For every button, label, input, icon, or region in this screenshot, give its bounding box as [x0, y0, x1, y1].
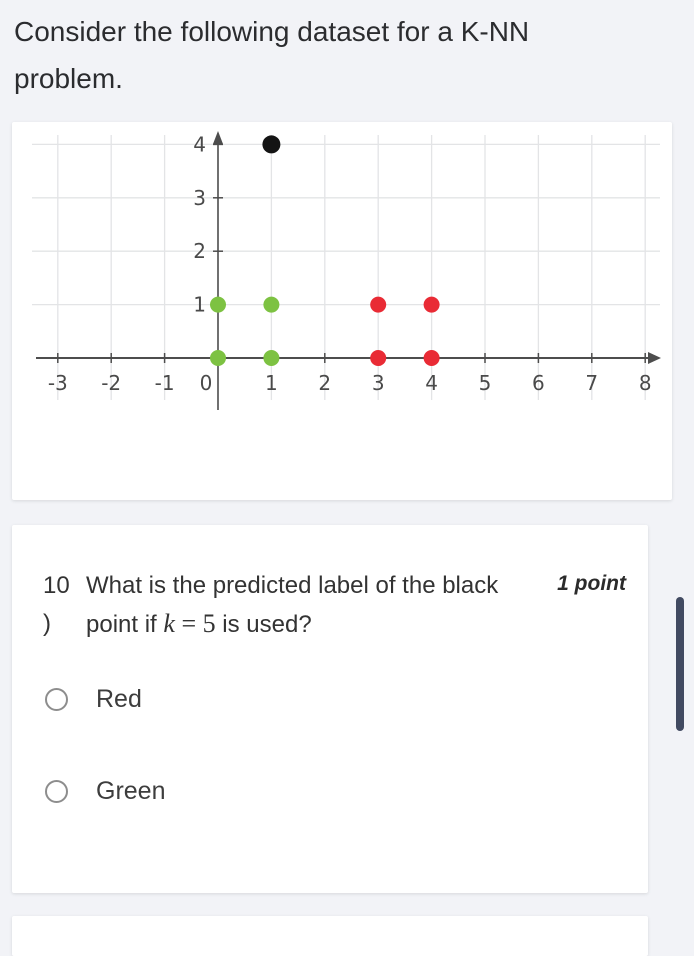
question-line2-suffix: is used?	[222, 611, 312, 638]
question-number: 10 )	[43, 567, 86, 643]
svg-text:4: 4	[193, 132, 206, 156]
svg-text:1: 1	[193, 293, 206, 317]
question-number-paren: )	[43, 610, 51, 637]
question-row: 10 ) What is the predicted label of the …	[43, 567, 626, 644]
page-title: Consider the following dataset for a K-N…	[14, 16, 530, 94]
svg-text:-3: -3	[48, 371, 68, 395]
question-text-line1: What is the predicted label of the black	[86, 572, 499, 599]
option-row-green[interactable]: Green	[45, 776, 165, 807]
question-line2-prefix: point if	[86, 611, 164, 638]
math-k: k	[163, 609, 175, 638]
svg-text:5: 5	[479, 371, 492, 395]
question-number-value: 10	[43, 572, 70, 599]
svg-text:2: 2	[318, 371, 331, 395]
svg-text:-1: -1	[155, 371, 175, 395]
scrollbar-thumb[interactable]	[676, 597, 684, 731]
svg-text:7: 7	[585, 371, 598, 395]
option-label-red[interactable]: Red	[96, 685, 142, 713]
svg-text:4: 4	[425, 371, 438, 395]
svg-text:6: 6	[532, 371, 545, 395]
knn-scatter-chart: -3 -2 -1 0 1 2 3 4 5 6 7 8 1 2 3 4	[32, 131, 661, 410]
option-label-green[interactable]: Green	[96, 777, 166, 805]
svg-text:3: 3	[372, 371, 385, 395]
option-row-red[interactable]: Red	[45, 684, 142, 715]
radio-button-green[interactable]	[45, 780, 68, 803]
svg-text:-2: -2	[101, 371, 121, 395]
svg-text:2: 2	[193, 239, 206, 263]
svg-text:1: 1	[265, 371, 278, 395]
svg-text:0: 0	[200, 371, 213, 395]
question-text-line2: point if k = 5 is used?	[86, 605, 549, 644]
radio-button-red[interactable]	[45, 688, 68, 711]
question-text: What is the predicted label of the black…	[86, 567, 549, 644]
math-equals-5: = 5	[174, 609, 216, 638]
chart-card: -3 -2 -1 0 1 2 3 4 5 6 7 8 1 2 3 4	[12, 122, 672, 500]
question-card: 10 ) What is the predicted label of the …	[12, 525, 648, 893]
points-badge: 1 point	[557, 572, 626, 595]
svg-text:8: 8	[639, 371, 652, 395]
svg-text:3: 3	[193, 186, 206, 210]
next-question-card-partial	[12, 916, 648, 956]
